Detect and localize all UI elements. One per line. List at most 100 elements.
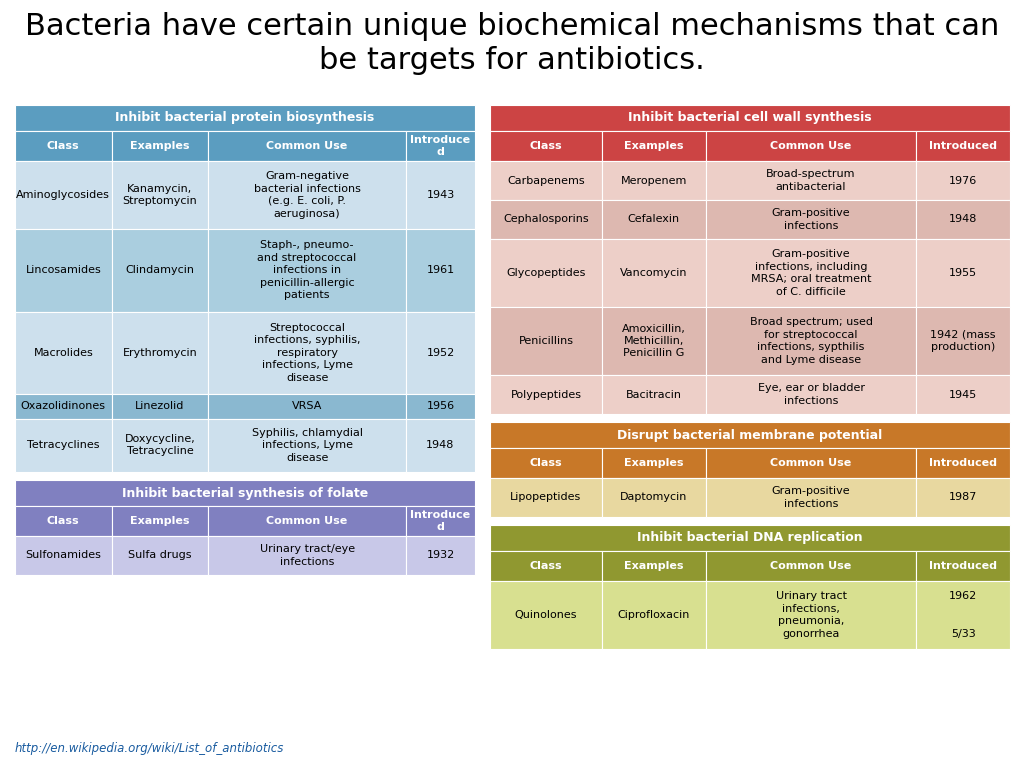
Text: Urinary tract
infections,
pneumonia,
gonorrhea: Urinary tract infections, pneumonia, gon… [775,591,847,639]
Bar [112,229,208,312]
Text: 1952: 1952 [426,348,455,358]
Text: Introduce
d: Introduce d [411,510,471,531]
Bar [112,506,208,536]
Bar [15,312,112,394]
Bar [490,525,1010,551]
Text: Bacteria have certain unique biochemical mechanisms that can
be targets for anti: Bacteria have certain unique biochemical… [25,12,999,74]
Text: Gram-negative
bacterial infections
(e.g. E. coli, P.
aeruginosa): Gram-negative bacterial infections (e.g.… [254,171,360,219]
Bar [406,394,475,419]
Text: Class: Class [47,516,80,526]
Bar [112,419,208,472]
Text: 1987: 1987 [949,492,977,502]
Text: Vancomycin: Vancomycin [621,268,687,278]
Text: Inhibit bacterial cell wall synthesis: Inhibit bacterial cell wall synthesis [628,111,871,124]
Bar [706,200,916,239]
Bar [916,161,1010,200]
Bar [916,375,1010,414]
Text: Introduce
d: Introduce d [411,135,471,157]
Bar [15,161,112,229]
Bar [490,105,1010,131]
Text: Carbapenems: Carbapenems [507,176,585,186]
Text: 1943: 1943 [426,190,455,200]
Bar [490,239,602,307]
Text: Gram-positive
infections: Gram-positive infections [772,208,850,230]
Bar [706,448,916,478]
Bar [112,394,208,419]
Text: 1948: 1948 [949,214,977,224]
Text: 1948: 1948 [426,440,455,450]
Bar [916,307,1010,375]
Bar [602,307,706,375]
Text: Gram-positive
infections: Gram-positive infections [772,486,850,508]
Bar [208,131,406,161]
Text: Clindamycin: Clindamycin [125,265,195,275]
Bar [490,448,602,478]
Text: Eye, ear or bladder
infections: Eye, ear or bladder infections [758,383,864,406]
Text: Examples: Examples [130,516,189,526]
Bar [406,506,475,536]
Text: Common Use: Common Use [770,141,852,151]
Bar [602,551,706,581]
Text: Common Use: Common Use [770,561,852,571]
Text: Penicillins: Penicillins [518,336,573,346]
Bar [602,200,706,239]
Bar [706,375,916,414]
Bar [916,551,1010,581]
Bar [490,551,602,581]
Bar [490,478,602,517]
Bar [15,419,112,472]
Bar [916,200,1010,239]
Bar [406,161,475,229]
Bar [15,105,475,131]
Bar [406,536,475,575]
Bar [490,375,602,414]
Text: Aminoglycosides: Aminoglycosides [16,190,111,200]
Text: Class: Class [47,141,80,151]
Text: Doxycycline,
Tetracycline: Doxycycline, Tetracycline [125,434,196,456]
Text: Lincosamides: Lincosamides [26,265,101,275]
Text: Streptococcal
infections, syphilis,
respiratory
infections, Lyme
disease: Streptococcal infections, syphilis, resp… [254,323,360,382]
Bar [490,161,602,200]
Text: Erythromycin: Erythromycin [123,348,198,358]
Bar [490,200,602,239]
Bar [112,161,208,229]
Bar [208,394,406,419]
Bar [15,480,475,506]
Bar [706,161,916,200]
Bar [15,506,112,536]
Bar [602,448,706,478]
Text: Inhibit bacterial protein biosynthesis: Inhibit bacterial protein biosynthesis [116,111,375,124]
Text: Polypeptides: Polypeptides [510,389,582,399]
Text: Quinolones: Quinolones [515,610,578,620]
Text: Urinary tract/eye
infections: Urinary tract/eye infections [259,545,354,567]
Text: 1956: 1956 [426,401,455,411]
Text: Kanamycin,
Streptomycin: Kanamycin, Streptomycin [123,184,198,206]
Bar [916,239,1010,307]
Bar [406,229,475,312]
Bar [15,394,112,419]
Text: Staph-, pneumo-
and streptococcal
infections in
penicillin-allergic
patients: Staph-, pneumo- and streptococcal infect… [257,240,356,300]
Bar [916,131,1010,161]
Bar [706,478,916,517]
Bar [706,131,916,161]
Text: Bacitracin: Bacitracin [626,389,682,399]
Bar [602,581,706,649]
Bar [406,312,475,394]
Bar [208,312,406,394]
Text: Broad-spectrum
antibacterial: Broad-spectrum antibacterial [766,169,856,192]
Bar [490,422,1010,448]
Bar [490,307,602,375]
Bar [15,229,112,312]
Text: 1942 (mass
production): 1942 (mass production) [931,329,996,353]
Text: Linezolid: Linezolid [135,401,184,411]
Text: Common Use: Common Use [266,141,348,151]
Text: Oxazolidinones: Oxazolidinones [20,401,105,411]
Text: http://en.wikipedia.org/wiki/List_of_antibiotics: http://en.wikipedia.org/wiki/List_of_ant… [15,742,285,755]
Text: 1976: 1976 [949,176,977,186]
Text: Class: Class [529,141,562,151]
Bar [112,312,208,394]
Text: Inhibit bacterial DNA replication: Inhibit bacterial DNA replication [637,531,863,545]
Bar [208,536,406,575]
Text: Cefalexin: Cefalexin [628,214,680,224]
Bar [706,581,916,649]
